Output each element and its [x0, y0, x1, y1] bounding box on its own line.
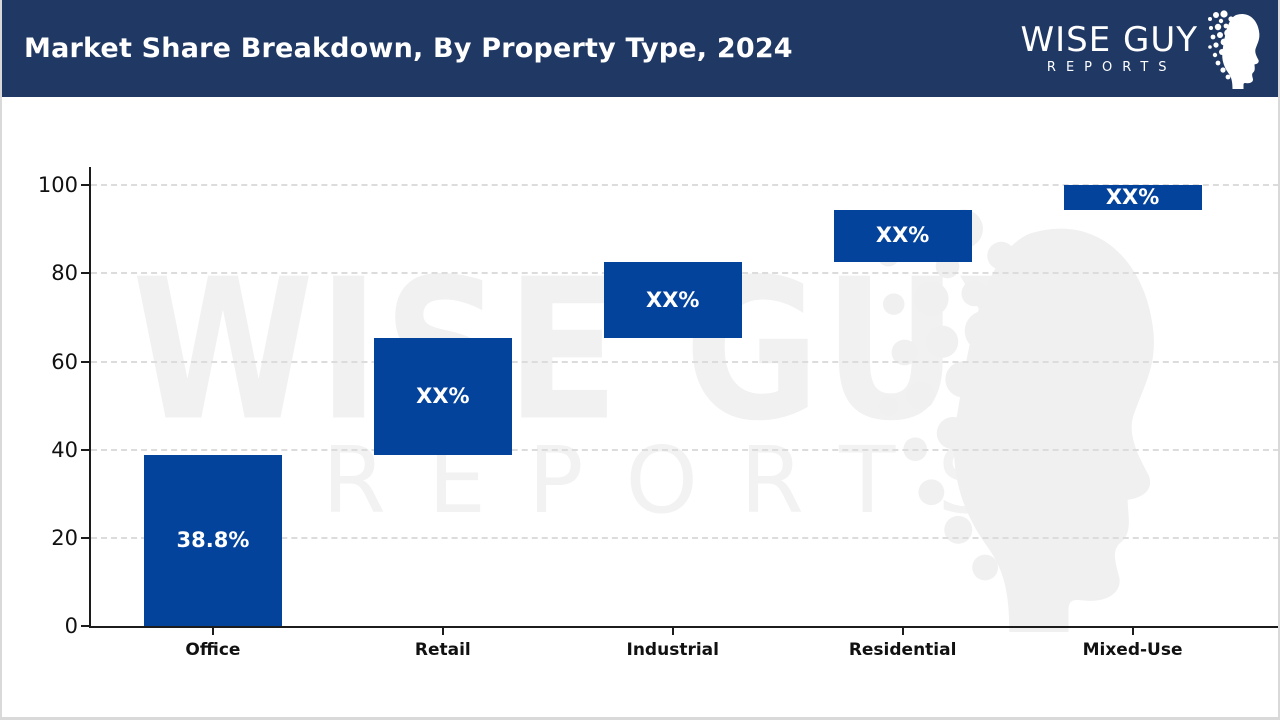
x-axis-label: Mixed-Use	[1082, 640, 1183, 660]
bar-value-label: 38.8%	[176, 527, 250, 552]
x-axis-line	[89, 626, 1278, 628]
y-axis-tick-label: 40	[51, 437, 78, 462]
x-axis-label: Residential	[848, 640, 957, 660]
grid-line	[91, 448, 1278, 451]
y-axis-tick-label: 80	[51, 261, 78, 286]
bar-value-label: XX%	[1105, 184, 1160, 209]
wiseguy-logo: WISE GUY REPORTS	[1020, 9, 1264, 89]
y-axis-tick-label: 0	[64, 614, 78, 638]
x-axis-label: Retail	[414, 640, 471, 660]
grid-line	[91, 184, 1278, 187]
logo-head-icon	[1208, 9, 1260, 89]
bar-value-label: XX%	[875, 223, 930, 248]
y-axis-tick	[81, 360, 89, 363]
x-axis-tick	[671, 628, 674, 635]
grid-line	[91, 360, 1278, 363]
chart-canvas: WISE GUY REPORTS 0 20 40 60 80 100 38.8% Office…	[2, 97, 1278, 717]
plot-area: 0 20 40 60 80 100 38.8% Office XX% Retail XX% Indus…	[2, 97, 1278, 717]
x-axis-tick	[901, 628, 904, 635]
x-axis-tick	[441, 628, 444, 635]
bar-industrial: XX%	[603, 262, 742, 338]
page-title: Market Share Breakdown, By Property Type…	[24, 33, 793, 64]
bar-mixed-use: XX%	[1063, 184, 1202, 210]
logo-brand-text: WISE GUY	[1020, 19, 1198, 60]
y-axis-tick	[81, 536, 89, 539]
y-axis-tick	[81, 625, 89, 627]
y-axis-tick-label: 100	[37, 173, 78, 198]
header-bar: Market Share Breakdown, By Property Type…	[2, 0, 1278, 97]
bar-residential: XX%	[833, 209, 972, 263]
bar-value-label: XX%	[646, 287, 700, 312]
logo-wordmark: WISE GUY REPORTS	[1020, 23, 1198, 75]
x-axis-tick	[211, 628, 214, 635]
x-axis-label: Industrial	[626, 640, 719, 660]
y-axis-tick	[81, 448, 89, 451]
logo-subtitle-text: REPORTS	[1046, 59, 1177, 75]
bar-value-label: XX%	[416, 383, 470, 408]
bar-retail: XX%	[373, 337, 512, 455]
y-axis-tick	[81, 184, 89, 187]
y-axis-line	[89, 167, 91, 628]
y-axis-tick	[81, 272, 89, 275]
grid-line	[91, 536, 1278, 539]
bar-office: 38.8%	[143, 455, 282, 626]
y-axis-tick-label: 60	[51, 349, 78, 374]
x-axis-tick	[1131, 628, 1134, 635]
x-axis-label: Office	[185, 640, 241, 660]
y-axis-tick-label: 20	[51, 525, 78, 550]
